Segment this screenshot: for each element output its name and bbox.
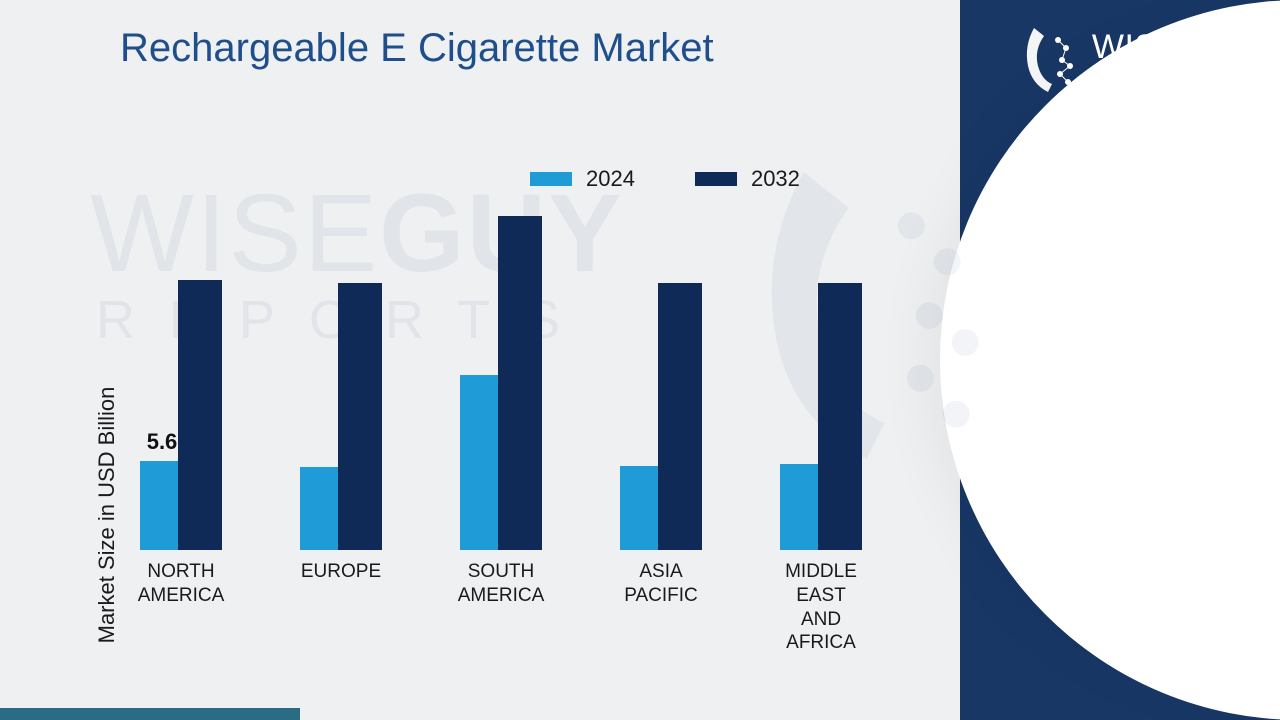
x-axis-label: MIDDLEEASTANDAFRICA xyxy=(766,560,876,655)
bar-group xyxy=(620,283,702,550)
footer-accent-bar xyxy=(0,708,300,720)
bar xyxy=(498,216,542,550)
legend-item-2024: 2024 xyxy=(530,166,635,192)
circle-panel xyxy=(940,0,1280,720)
brand-line2: REPORTS xyxy=(1092,68,1254,83)
bar xyxy=(658,283,702,550)
x-axis-label: SOUTHAMERICA xyxy=(446,560,556,608)
x-axis-labels: NORTHAMERICA EUROPE SOUTHAMERICA ASIAPACIFI… xyxy=(110,560,920,700)
chart-canvas: WISEGUY REPORTS WISEGUY REPORTS Recharge… xyxy=(0,0,1280,720)
legend-swatch-2024 xyxy=(530,172,572,186)
x-axis-label: ASIAPACIFIC xyxy=(606,560,716,608)
legend-label-2032: 2032 xyxy=(751,166,800,192)
legend: 2024 2032 xyxy=(530,166,800,192)
chart-title: Rechargeable E Cigarette Market xyxy=(120,26,714,71)
bar-group xyxy=(140,280,222,550)
brand-line1: WISEGUY xyxy=(1092,30,1256,64)
bar-value-label: 5.6 xyxy=(136,429,188,455)
legend-swatch-2032 xyxy=(695,172,737,186)
legend-label-2024: 2024 xyxy=(586,166,635,192)
plot-area: 5.6 xyxy=(110,200,920,550)
bar xyxy=(818,283,862,550)
bar-group xyxy=(780,283,862,550)
right-brand-band: WISEGUY REPORTS xyxy=(960,0,1280,720)
brand-logo-text: WISEGUY REPORTS xyxy=(1092,30,1256,83)
bar xyxy=(178,280,222,550)
legend-item-2032: 2032 xyxy=(695,166,800,192)
y-axis: Market Size in USD Billion xyxy=(34,150,82,570)
bar-group xyxy=(460,216,542,550)
brand-word-wise: WISE xyxy=(1092,28,1181,66)
bar xyxy=(338,283,382,550)
x-axis-label: NORTHAMERICA xyxy=(126,560,236,608)
x-axis-label: EUROPE xyxy=(286,560,396,584)
brand-word-guy: GUY xyxy=(1181,28,1256,66)
brand-head-icon xyxy=(1022,26,1080,96)
bar-group xyxy=(300,283,382,550)
